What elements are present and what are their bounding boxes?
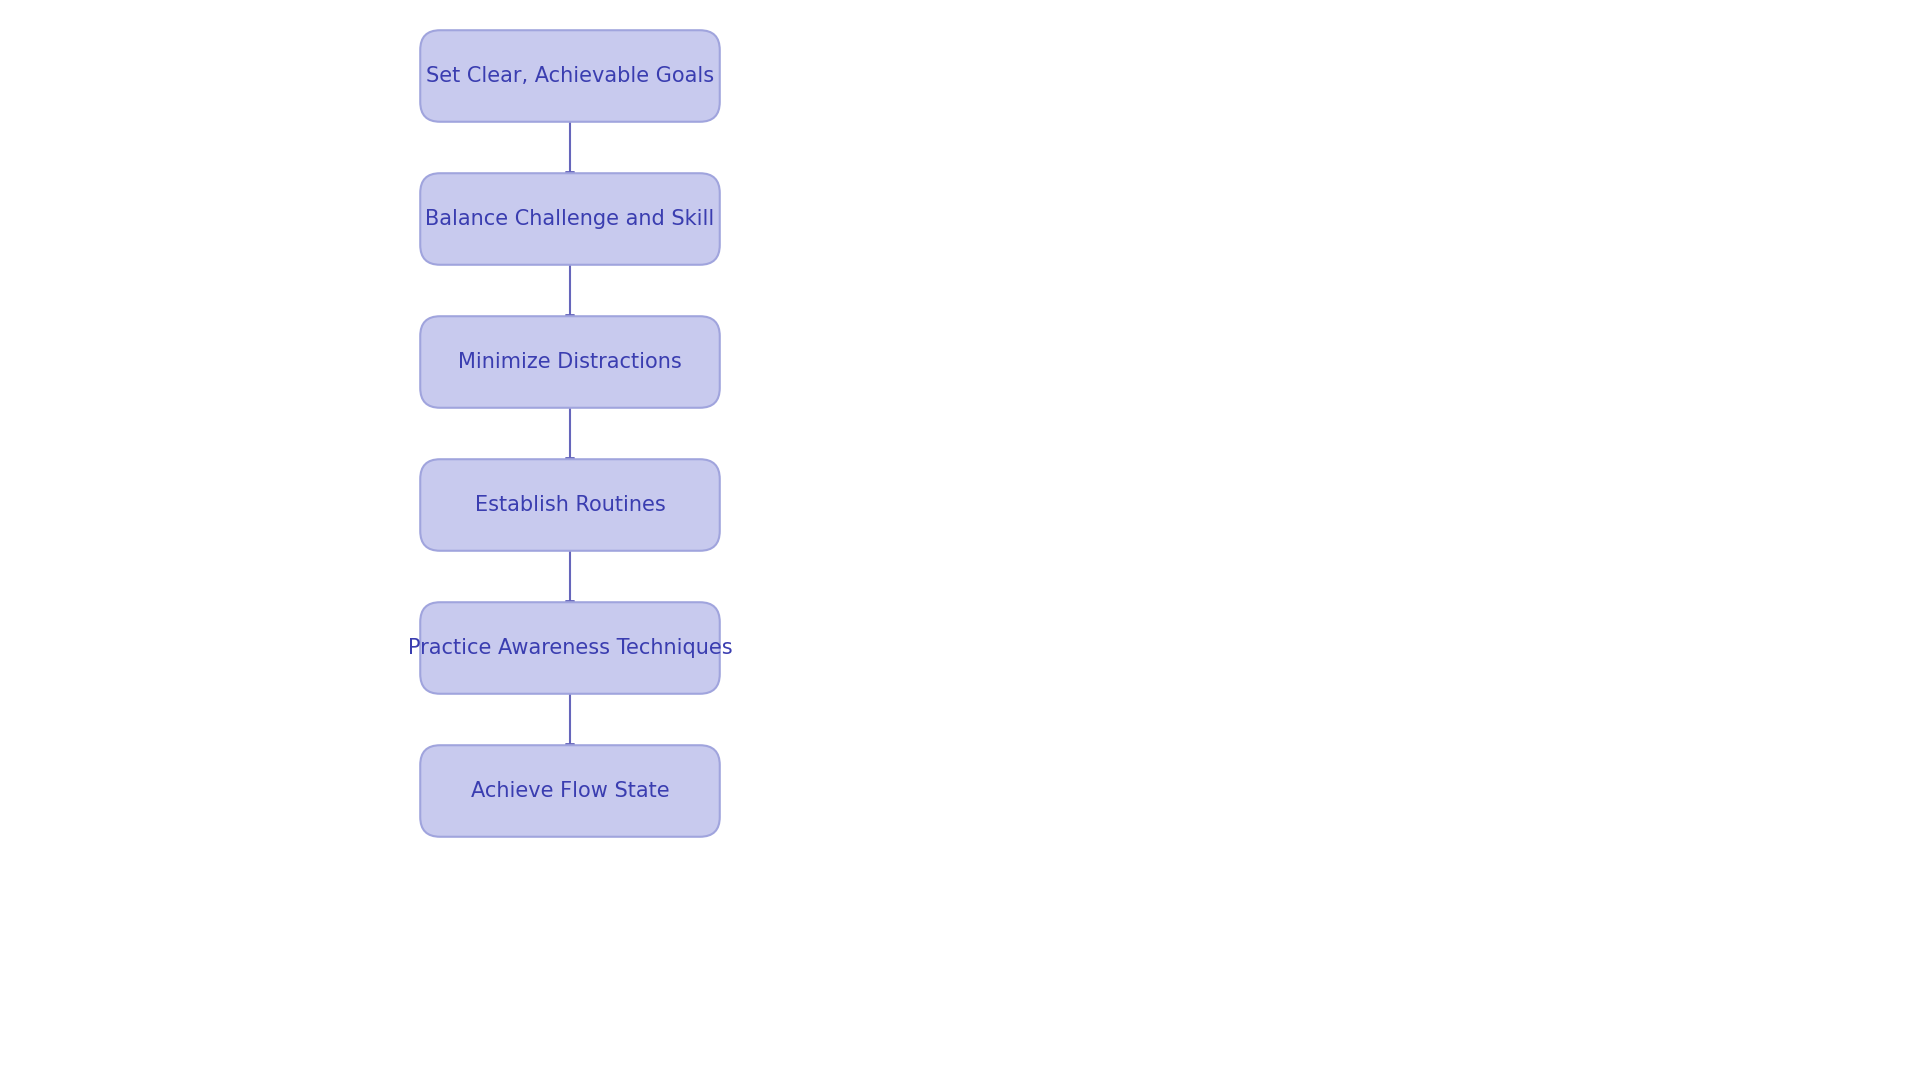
FancyBboxPatch shape (420, 30, 720, 121)
FancyBboxPatch shape (420, 602, 720, 694)
Text: Set Clear, Achievable Goals: Set Clear, Achievable Goals (426, 66, 714, 86)
Text: Establish Routines: Establish Routines (474, 495, 666, 516)
Text: Minimize Distractions: Minimize Distractions (459, 352, 682, 371)
Text: Practice Awareness Techniques: Practice Awareness Techniques (407, 638, 732, 658)
FancyBboxPatch shape (420, 173, 720, 264)
Text: Balance Challenge and Skill: Balance Challenge and Skill (426, 209, 714, 229)
Text: Achieve Flow State: Achieve Flow State (470, 781, 670, 801)
FancyBboxPatch shape (420, 745, 720, 837)
FancyBboxPatch shape (420, 459, 720, 551)
FancyBboxPatch shape (420, 316, 720, 408)
